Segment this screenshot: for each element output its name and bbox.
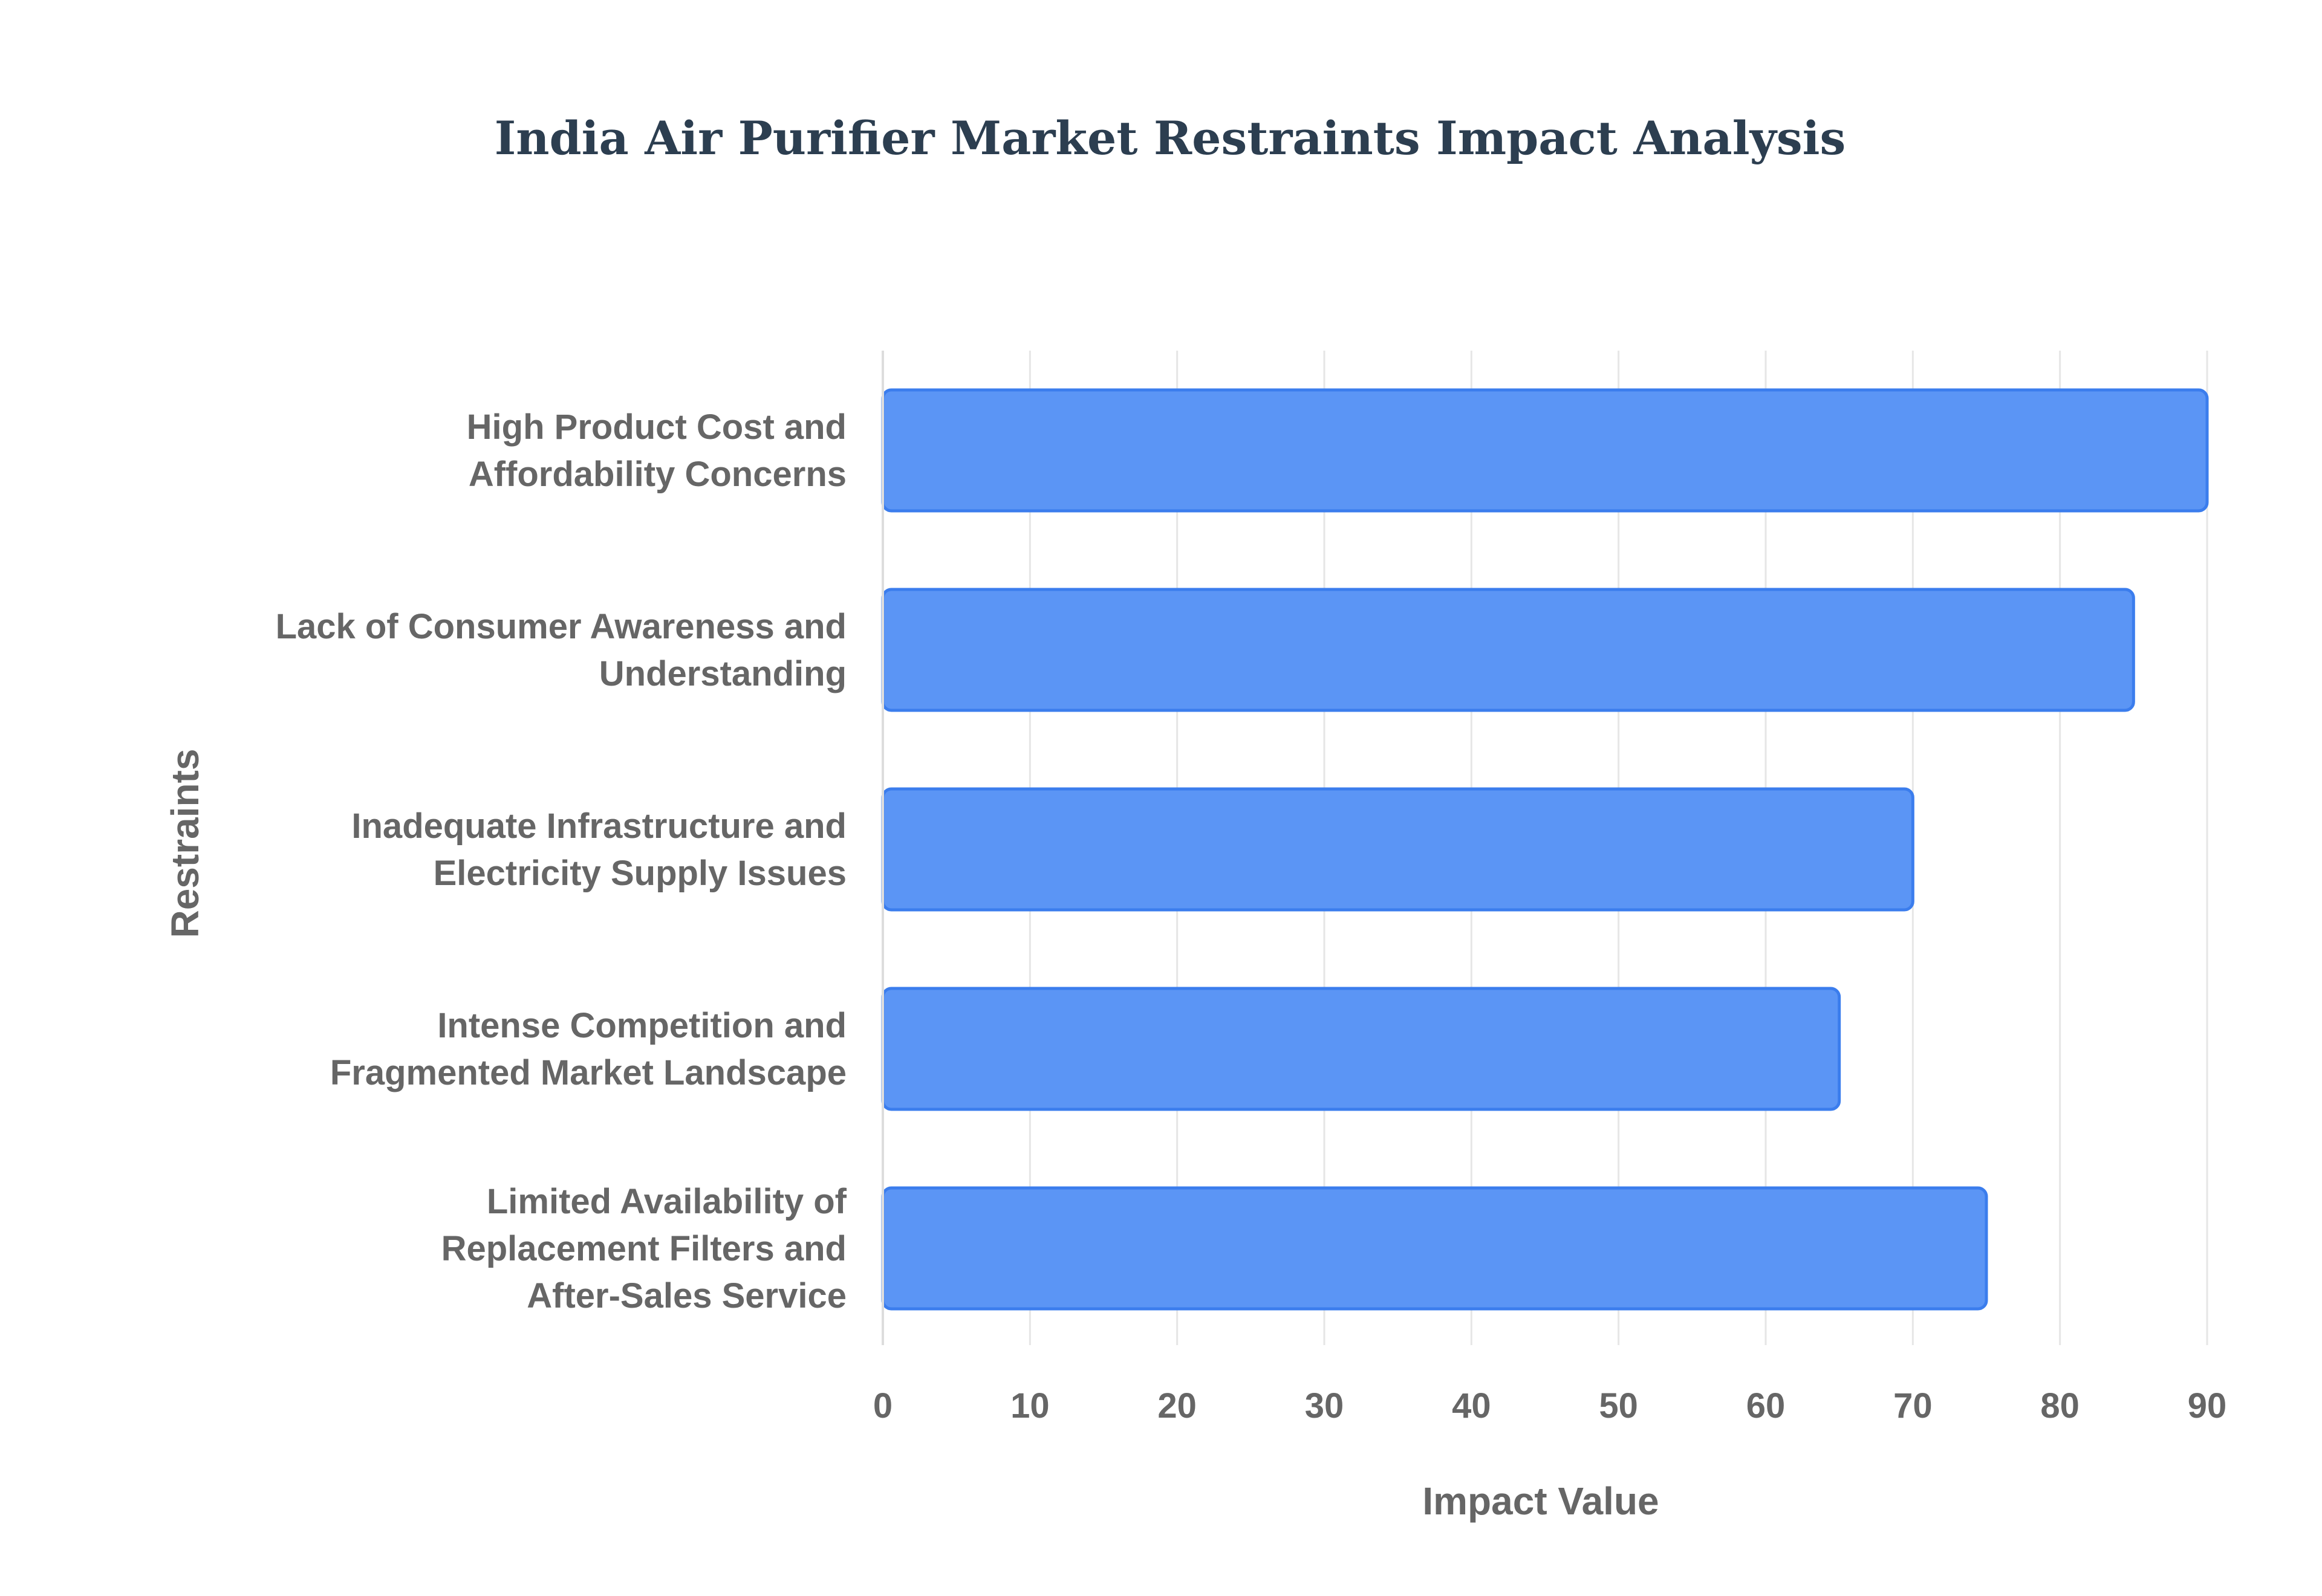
category-labels: High Product Cost and Affordability Conce… (276, 407, 847, 1315)
category-label-line: Lack of Consumer Awareness and (276, 607, 847, 646)
category-label-2: Lack of Consumer Awareness and Understand… (276, 607, 847, 693)
category-label-line: Limited Availability of (487, 1182, 847, 1221)
bars (881, 388, 2209, 1311)
x-tick-label-10: 10 (1010, 1386, 1050, 1426)
bar-2 (881, 588, 2135, 712)
bar-1 (881, 388, 2209, 513)
x-tick-label-30: 30 (1305, 1386, 1344, 1426)
category-label-line: High Product Cost and (467, 407, 847, 447)
x-tick-label-60: 60 (1746, 1386, 1786, 1426)
bar-3 (881, 787, 1914, 912)
category-label-line: Fragmented Market Landscape (330, 1053, 847, 1092)
bar-5 (881, 1186, 1988, 1311)
category-label-line: Understanding (599, 654, 847, 693)
x-axis-title: Impact Value (1422, 1479, 1659, 1523)
x-tick-label-90: 90 (2188, 1386, 2227, 1426)
x-tick-labels: 0 10 20 30 40 50 60 70 80 90 (873, 1386, 2226, 1426)
x-tick-label-20: 20 (1157, 1386, 1197, 1426)
bar-4 (881, 987, 1841, 1111)
category-label-line: Replacement Filters and (441, 1229, 847, 1268)
category-label-line: Intense Competition and (437, 1006, 847, 1045)
chart-title: India Air Purifier Market Restraints Imp… (495, 111, 1846, 165)
x-tick-label-0: 0 (873, 1386, 893, 1426)
x-tick-label-80: 80 (2040, 1386, 2080, 1426)
category-label-line: Electricity Supply Issues (434, 854, 847, 893)
category-label-line: After-Sales Service (527, 1276, 847, 1315)
category-label-4: Intense Competition and Fragmented Market… (330, 1006, 847, 1092)
category-label-1: High Product Cost and Affordability Conce… (467, 407, 847, 494)
x-tick-label-40: 40 (1452, 1386, 1491, 1426)
y-axis-title: Restraints (163, 749, 207, 938)
x-tick-label-70: 70 (1893, 1386, 1933, 1426)
category-label-3: Inadequate Infrastructure and Electricity… (351, 806, 847, 893)
category-label-line: Inadequate Infrastructure and (351, 806, 847, 846)
x-tick-label-50: 50 (1599, 1386, 1638, 1426)
category-label-line: Affordability Concerns (469, 455, 847, 494)
category-label-5: Limited Availability of Replacement Filte… (441, 1182, 847, 1315)
